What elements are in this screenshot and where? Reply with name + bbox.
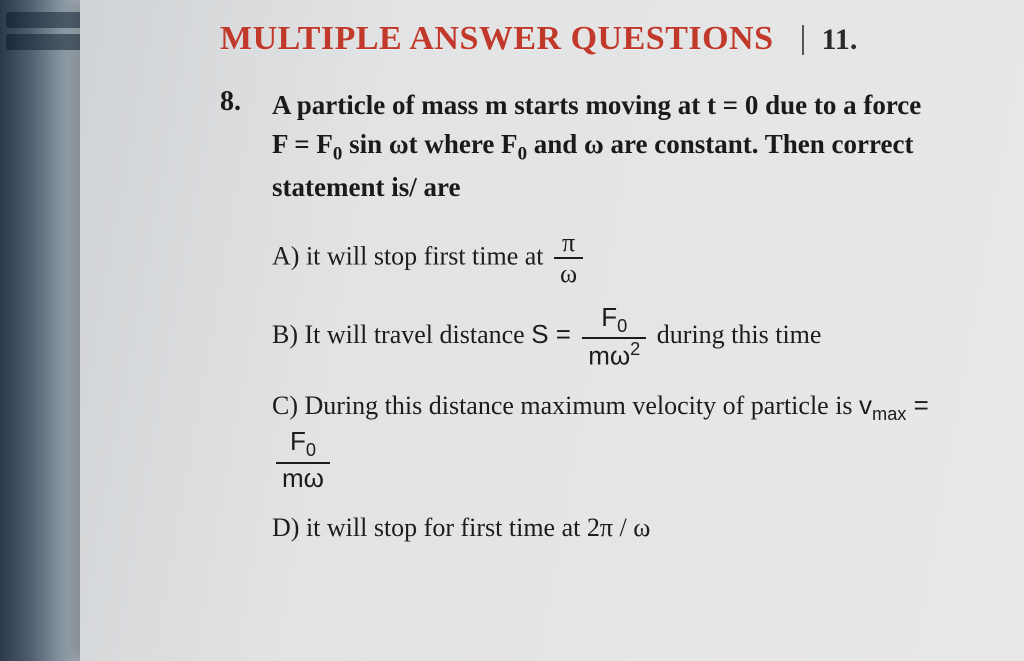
fraction-f0-over-mw: F0mω [276, 428, 330, 492]
book-spine [0, 0, 90, 661]
num-f: F [290, 426, 306, 456]
options-list: A) it will stop first time at πω B) It w… [272, 229, 952, 547]
option-d: D) it will stop for first time at 2π / ω [272, 508, 952, 547]
numerator: F0 [276, 428, 330, 463]
header-row: MULTIPLE ANSWER QUESTIONS 11. [220, 20, 1004, 58]
equals: = [906, 390, 928, 420]
numerator: F0 [582, 304, 646, 339]
subscript-zero: 0 [518, 144, 527, 165]
v-sub: max [872, 404, 906, 424]
vmax: vmax [859, 390, 906, 420]
denominator: mω [276, 464, 330, 492]
numerator: π [554, 229, 583, 259]
option-d-lead: it will stop for first time at [306, 513, 587, 542]
denominator: ω [554, 259, 583, 287]
den-sup: 2 [630, 339, 640, 359]
section-header: MULTIPLE ANSWER QUESTIONS [220, 20, 774, 58]
s-equals: S = [531, 319, 578, 349]
option-c: C) During this distance maximum velocity… [272, 386, 952, 492]
question-block: 8. A particle of mass m starts moving at… [220, 86, 940, 207]
fraction-f0-over-mw2: F0mω2 [582, 304, 646, 370]
option-a: A) it will stop first time at πω [272, 229, 952, 288]
subscript-zero: 0 [333, 144, 342, 165]
side-question-number: 11. [802, 25, 858, 55]
num-sub: 0 [306, 441, 316, 461]
v-sym: v [859, 390, 872, 420]
question-text: A particle of mass m starts moving at t … [272, 86, 940, 207]
den-mw: mω [588, 341, 630, 371]
option-c-lead: During this distance maximum velocity of… [305, 391, 860, 420]
option-b-lead: It will travel distance [305, 320, 532, 349]
option-label: D) [272, 513, 306, 542]
question-number: 8. [220, 86, 254, 207]
option-b: B) It will travel distance S = F0mω2 dur… [272, 304, 952, 370]
fraction-pi-over-omega: πω [554, 229, 583, 288]
denominator: mω2 [582, 339, 646, 370]
option-label: B) [272, 320, 305, 349]
option-b-tail: during this time [650, 320, 821, 349]
page: MULTIPLE ANSWER QUESTIONS 11. 8. A parti… [80, 0, 1024, 661]
question-part-2: sin ωt where F [342, 129, 517, 159]
num-f: F [601, 302, 617, 332]
num-sub: 0 [617, 316, 627, 336]
option-label: C) [272, 391, 305, 420]
option-d-expr: 2π / ω [587, 513, 650, 542]
option-label: A) [272, 241, 306, 270]
option-a-lead: it will stop first time at [306, 241, 550, 270]
